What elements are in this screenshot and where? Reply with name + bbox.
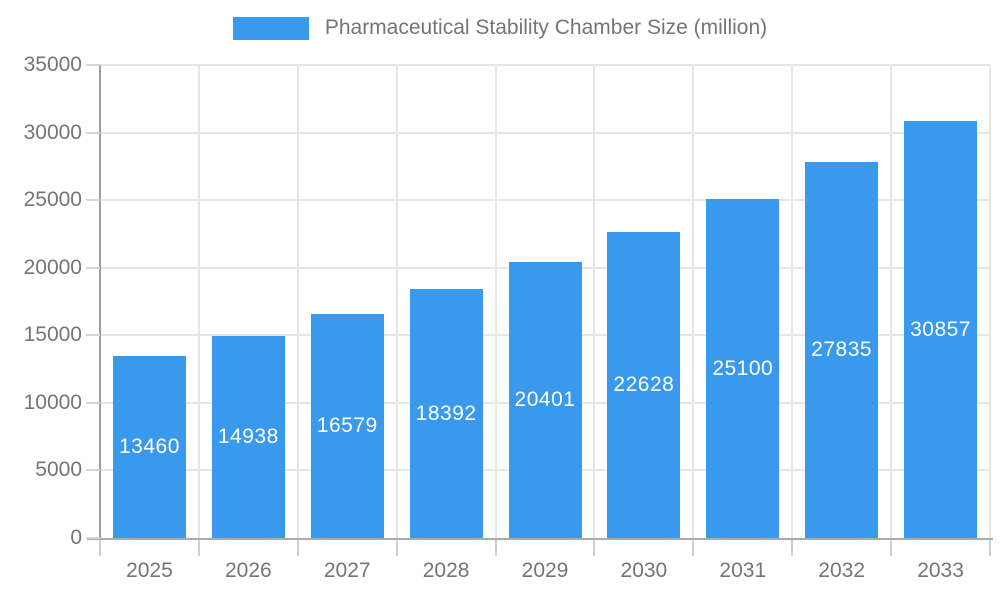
horizontal-gridline [100,131,990,134]
y-tick-label: 5000 [35,458,82,482]
x-axis-tick [494,540,497,556]
bar-2026: 14938 [211,336,285,538]
y-axis-tick [86,537,100,539]
bar-2025: 13460 [112,356,186,538]
bar-value-label: 30857 [910,317,971,341]
x-axis-tick [99,540,101,556]
x-tick-label: 2030 [620,559,668,582]
y-axis-tick [86,199,100,202]
plot-area: 13460 14938 16579 18392 20401 22628 25100 27835… [100,64,991,538]
y-tick-label: 10000 [23,390,82,414]
y-axis-tick [86,401,100,404]
bar-2032: 27835 [805,162,879,538]
bar-2027: 16579 [310,314,384,538]
vertical-gridline [296,65,299,538]
x-tick-label: 2032 [818,559,866,582]
x-axis-tick [692,540,695,556]
y-axis-line [99,65,101,556]
vertical-gridline [890,65,893,538]
y-tick-label: 30000 [23,120,82,144]
x-axis-tick [395,540,398,556]
x-tick-label: 2025 [126,559,173,582]
x-tick-label: 2029 [521,559,569,582]
bar-2031: 25100 [706,199,780,538]
vertical-gridline [197,65,200,538]
x-axis-tick [989,540,991,556]
y-axis-tick [86,131,100,134]
y-axis-tick [86,334,100,337]
bar-value-label: 18392 [415,401,477,425]
y-axis-tick [86,469,100,472]
bar-value-label: 22628 [613,373,675,396]
vertical-gridline [593,65,596,538]
vertical-gridline [395,65,398,538]
bar-2030: 22628 [607,232,681,538]
vertical-gridline [989,65,991,538]
x-axis-tick [296,540,299,556]
vertical-gridline [692,65,695,538]
legend-label: Pharmaceutical Stability Chamber Size (m… [324,16,768,39]
bar-2029: 20401 [508,262,582,538]
x-tick-label: 2031 [719,559,767,582]
x-axis-tick [593,540,596,556]
y-tick-label: 35000 [23,53,82,76]
bar-value-label: 16579 [316,414,378,437]
horizontal-gridline [100,199,990,202]
bar-value-label: 27835 [811,338,873,361]
y-tick-label: 15000 [23,323,82,347]
bar-2028: 18392 [409,289,483,538]
x-axis-baseline [87,538,993,540]
vertical-gridline [791,65,794,538]
x-tick-label: 2027 [323,559,371,582]
y-tick-label: 0 [70,526,82,549]
x-tick-label: 2033 [917,559,964,582]
bar-value-label: 13460 [118,435,180,458]
horizontal-gridline [100,64,990,66]
x-axis-tick [890,540,893,556]
x-axis-tick [197,540,200,556]
bar-value-label: 25100 [712,356,774,380]
x-tick-label: 2028 [422,559,470,582]
vertical-gridline [494,65,497,538]
x-tick-label: 2026 [224,559,272,582]
bar-value-label: 20401 [514,388,576,411]
x-axis-tick [791,540,794,556]
y-axis-tick [86,266,100,269]
legend-swatch [232,16,309,40]
y-axis-tick [86,64,100,66]
bar-value-label: 14938 [217,425,279,448]
y-tick-label: 20000 [23,255,82,279]
bar-2033: 30857 [904,121,978,538]
legend-item[interactable]: Pharmaceutical Stability Chamber Size (m… [0,16,1000,40]
y-tick-label: 25000 [23,188,82,212]
